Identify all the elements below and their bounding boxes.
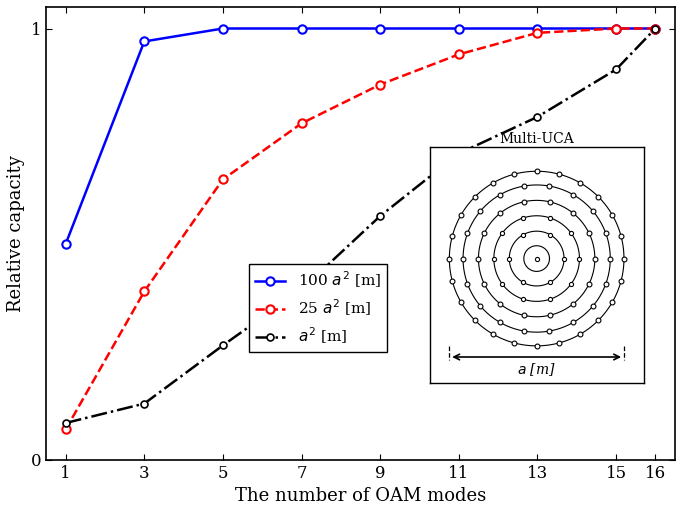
- $a^2$ [m]: [140, 400, 149, 407]
- 25 $a^2$ [m]: [376, 81, 384, 88]
- 100 $a^2$ [m]: [297, 26, 306, 32]
- $a^2$ [m]: [297, 286, 306, 292]
- Line: 100 $a^2$ [m]: 100 $a^2$ [m]: [61, 25, 659, 248]
- 25 $a^2$ [m]: [612, 26, 620, 32]
- Legend: 100 $a^2$ [m], 25 $a^2$ [m], $a^2$ [m]: 100 $a^2$ [m], 25 $a^2$ [m], $a^2$ [m]: [249, 264, 387, 352]
- 100 $a^2$ [m]: [376, 26, 384, 32]
- 100 $a^2$ [m]: [219, 26, 227, 32]
- Line: $a^2$ [m]: $a^2$ [m]: [62, 25, 659, 426]
- 25 $a^2$ [m]: [219, 176, 227, 182]
- X-axis label: The number of OAM modes: The number of OAM modes: [235, 487, 486, 505]
- 100 $a^2$ [m]: [533, 26, 542, 32]
- 25 $a^2$ [m]: [533, 30, 542, 36]
- 25 $a^2$ [m]: [140, 288, 149, 294]
- $a^2$ [m]: [61, 420, 70, 426]
- $a^2$ [m]: [651, 26, 659, 32]
- $a^2$ [m]: [612, 67, 620, 73]
- 100 $a^2$ [m]: [651, 26, 659, 32]
- 25 $a^2$ [m]: [651, 26, 659, 32]
- 100 $a^2$ [m]: [140, 38, 149, 45]
- Line: 25 $a^2$ [m]: 25 $a^2$ [m]: [61, 25, 659, 434]
- 25 $a^2$ [m]: [297, 120, 306, 126]
- 25 $a^2$ [m]: [61, 426, 70, 433]
- 100 $a^2$ [m]: [455, 26, 463, 32]
- 25 $a^2$ [m]: [455, 51, 463, 57]
- $a^2$ [m]: [533, 114, 542, 120]
- 100 $a^2$ [m]: [61, 241, 70, 247]
- Y-axis label: Relative capacity: Relative capacity: [7, 155, 25, 312]
- $a^2$ [m]: [376, 213, 384, 219]
- $a^2$ [m]: [455, 151, 463, 157]
- 100 $a^2$ [m]: [612, 26, 620, 32]
- $a^2$ [m]: [219, 343, 227, 349]
